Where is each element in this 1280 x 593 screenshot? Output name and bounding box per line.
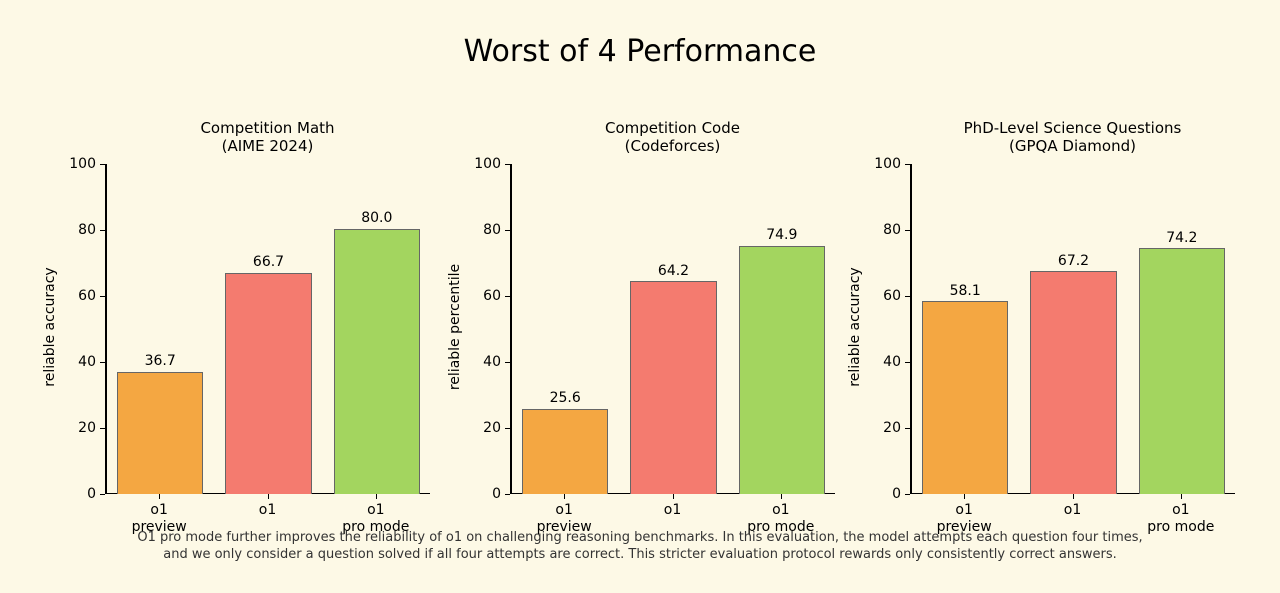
y-tick-label: 80 [883, 222, 901, 238]
panel-0: Competition Math (AIME 2024)020406080100… [105, 164, 430, 494]
bar: 36.7 [117, 372, 204, 494]
y-tick-label: 60 [883, 288, 901, 304]
y-axis-label: reliable accuracy [42, 227, 58, 427]
bar: 80.0 [334, 229, 421, 494]
y-axis-line [105, 164, 107, 494]
y-axis-line [910, 164, 912, 494]
x-tick-label: o1 [259, 502, 276, 519]
bar-value-label: 36.7 [145, 353, 176, 369]
bar-value-label: 64.2 [658, 263, 689, 279]
panel-title: Competition Math (AIME 2024) [105, 119, 430, 155]
bar: 58.1 [922, 301, 1009, 494]
bar-value-label: 67.2 [1058, 253, 1089, 269]
plot-area: 020406080100reliable accuracyo1 preview5… [910, 164, 1235, 494]
panel-1: Competition Code (Codeforces)02040608010… [510, 164, 835, 494]
bar-value-label: 74.9 [766, 227, 797, 243]
y-tick-label: 0 [492, 486, 501, 502]
y-tick-label: 0 [87, 486, 96, 502]
plot-area: 020406080100reliable percentileo1 previe… [510, 164, 835, 494]
y-tick-label: 80 [483, 222, 501, 238]
y-tick-label: 20 [78, 420, 96, 436]
figure: Worst of 4 Performance Competition Math … [0, 0, 1280, 593]
y-tick-label: 40 [483, 354, 501, 370]
plot-area: 020406080100reliable accuracyo1 preview3… [105, 164, 430, 494]
y-tick-label: 20 [483, 420, 501, 436]
bar-value-label: 25.6 [550, 390, 581, 406]
y-tick-label: 0 [892, 486, 901, 502]
bar-value-label: 66.7 [253, 254, 284, 270]
y-tick-label: 40 [78, 354, 96, 370]
bar: 66.7 [225, 273, 312, 494]
bar: 64.2 [630, 281, 717, 494]
figure-caption: O1 pro mode further improves the reliabi… [0, 530, 1280, 564]
y-tick-label: 100 [874, 156, 901, 172]
bar: 67.2 [1030, 271, 1117, 494]
y-tick-label: 80 [78, 222, 96, 238]
panel-2: PhD-Level Science Questions (GPQA Diamon… [910, 164, 1235, 494]
y-tick-label: 100 [474, 156, 501, 172]
bar-value-label: 58.1 [950, 283, 981, 299]
bar: 25.6 [522, 409, 609, 494]
y-axis-label: reliable accuracy [847, 227, 863, 427]
bar: 74.9 [739, 246, 826, 494]
panel-title: Competition Code (Codeforces) [510, 119, 835, 155]
x-tick-label: o1 [664, 502, 681, 519]
y-tick-label: 40 [883, 354, 901, 370]
y-tick-label: 60 [78, 288, 96, 304]
y-tick-label: 60 [483, 288, 501, 304]
x-tick-label: o1 [1064, 502, 1081, 519]
bar: 74.2 [1139, 248, 1226, 494]
bar-value-label: 80.0 [361, 210, 392, 226]
y-tick-label: 100 [69, 156, 96, 172]
bar-value-label: 74.2 [1166, 230, 1197, 246]
main-title: Worst of 4 Performance [0, 34, 1280, 69]
y-axis-line [510, 164, 512, 494]
y-tick-label: 20 [883, 420, 901, 436]
y-axis-label: reliable percentile [447, 227, 463, 427]
panel-title: PhD-Level Science Questions (GPQA Diamon… [910, 119, 1235, 155]
